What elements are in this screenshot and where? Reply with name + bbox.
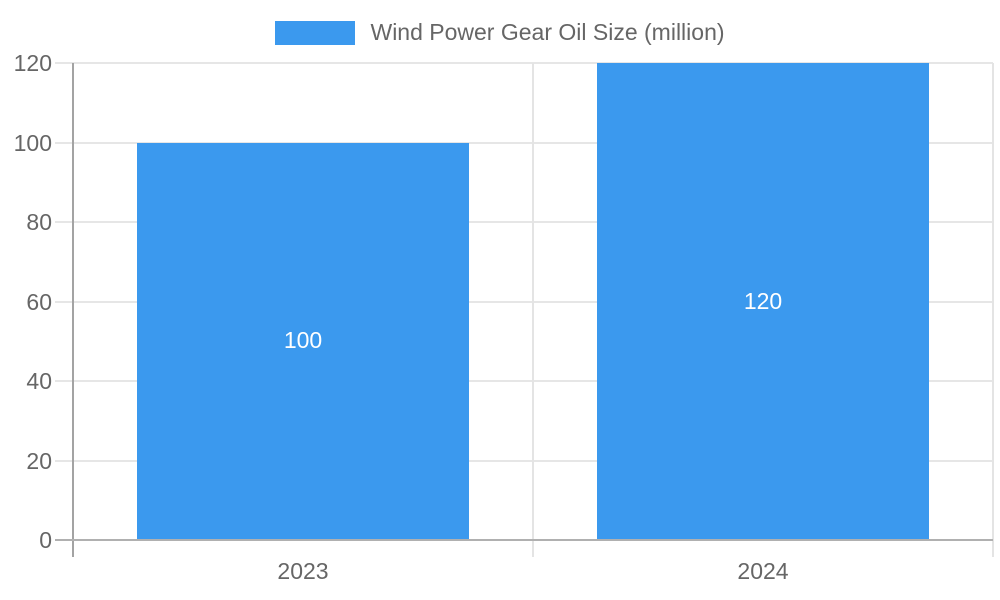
y-axis-tick-label: 100 (13, 129, 52, 156)
y-gridline (55, 300, 993, 303)
y-axis-tick-label: 20 (26, 447, 52, 474)
y-axis-tick-label: 60 (26, 288, 52, 315)
y-gridline (55, 380, 993, 382)
x-axis-tick-label: 2023 (277, 558, 329, 584)
x-axis-tick-label: 2024 (737, 558, 789, 584)
category-boundary-line (992, 63, 994, 557)
legend-swatch[interactable] (275, 20, 356, 45)
y-gridline (55, 221, 993, 223)
category-boundary-line (532, 63, 534, 557)
y-gridline (55, 141, 993, 144)
y-gridline (55, 62, 993, 64)
legend[interactable]: Wind Power Gear Oil Size (million) (0, 19, 1000, 46)
y-axis-tick-label: 0 (39, 527, 52, 553)
bar-2024[interactable] (597, 63, 929, 540)
y-axis-tick-label: 40 (26, 368, 52, 394)
y-axis-tick-label: 120 (13, 50, 52, 76)
x-axis-line (55, 539, 993, 541)
bar-value-label: 120 (743, 287, 783, 314)
bar-value-label: 100 (283, 327, 323, 354)
legend-label[interactable]: Wind Power Gear Oil Size (million) (370, 19, 725, 45)
y-axis-tick-label: 80 (26, 209, 52, 235)
y-gridline (55, 459, 993, 462)
y-axis-line (72, 63, 74, 557)
bar-2023[interactable] (137, 142, 469, 540)
